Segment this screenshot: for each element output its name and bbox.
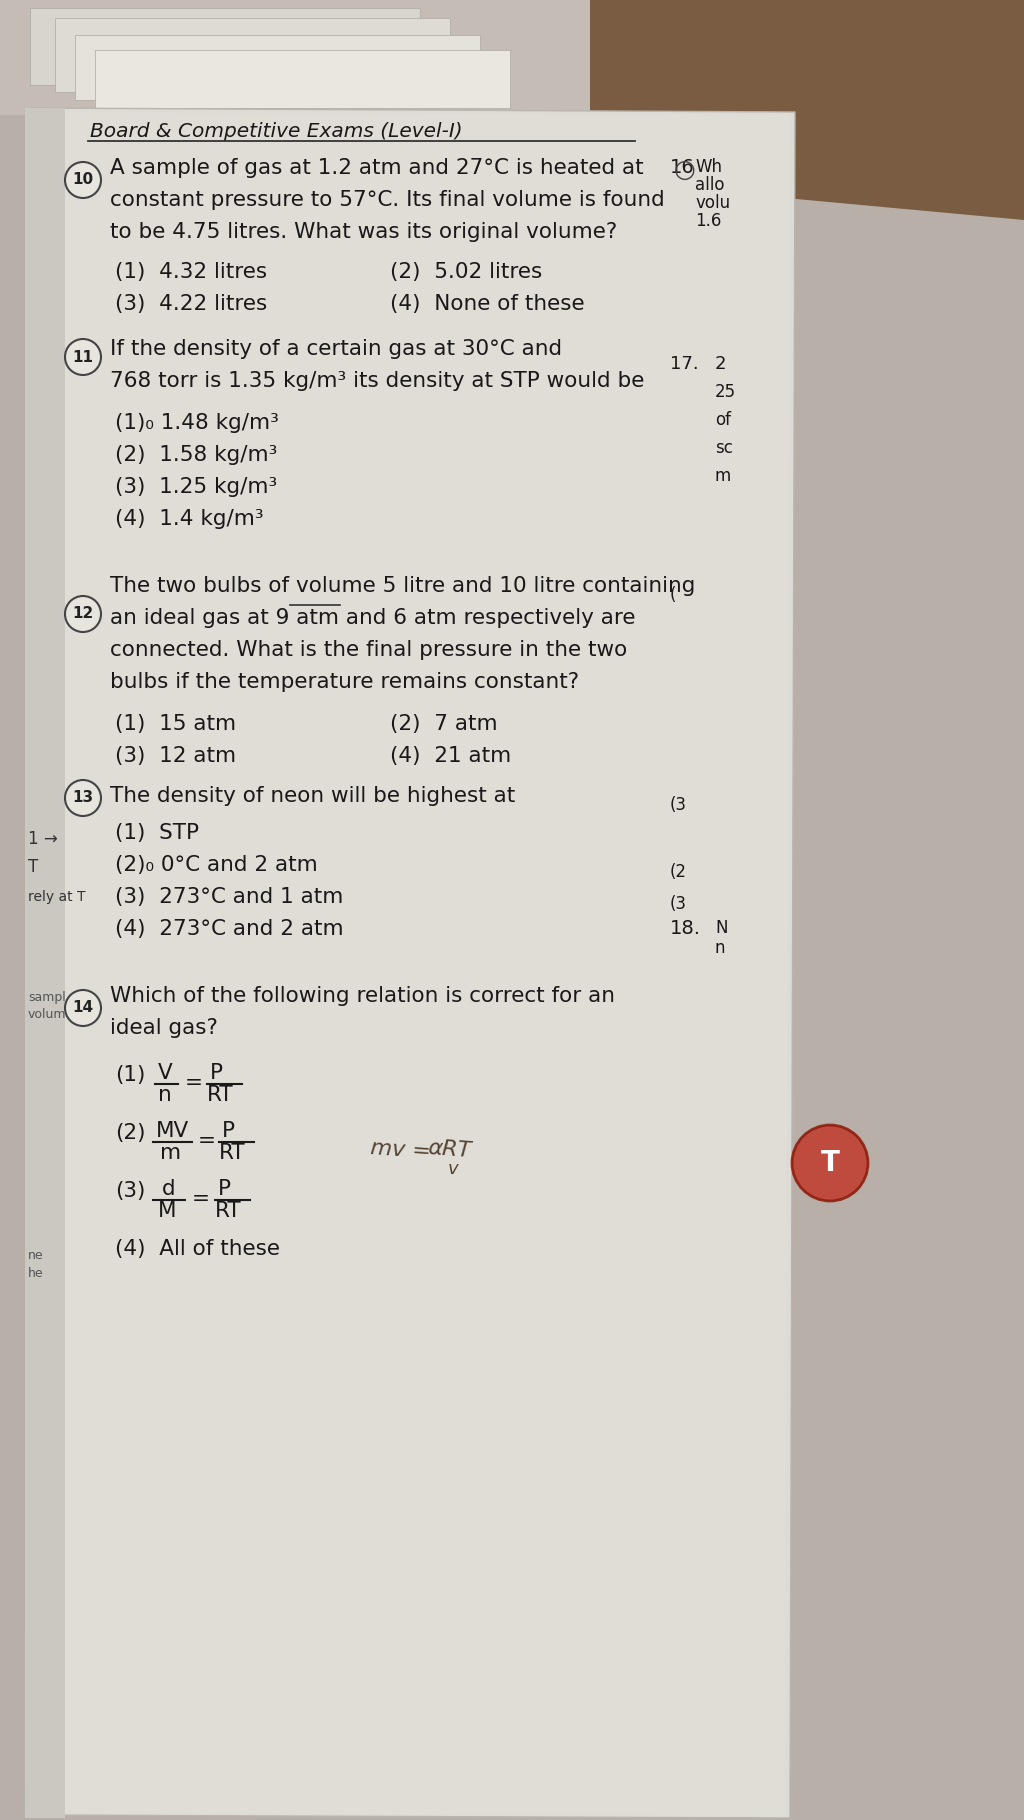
Text: (3: (3 (670, 895, 687, 914)
Circle shape (65, 990, 101, 1026)
Text: (4)  21 atm: (4) 21 atm (390, 746, 511, 766)
Text: (3)  273°C and 1 atm: (3) 273°C and 1 atm (115, 886, 343, 906)
Text: (3: (3 (670, 795, 687, 814)
Text: ○: ○ (674, 158, 696, 182)
Text: P: P (210, 1063, 223, 1083)
Text: sampl: sampl (28, 992, 66, 1005)
Polygon shape (55, 18, 450, 93)
Text: If the density of a certain gas at 30°C and: If the density of a certain gas at 30°C … (110, 339, 562, 359)
Text: n: n (715, 939, 725, 957)
Text: (2: (2 (670, 863, 687, 881)
Text: Which of the following relation is correct for an: Which of the following relation is corre… (110, 986, 615, 1006)
Text: d: d (162, 1179, 176, 1199)
Text: connected. What is the final pressure in the two: connected. What is the final pressure in… (110, 641, 628, 661)
Text: 1 →: 1 → (28, 830, 57, 848)
Text: (2)  7 atm: (2) 7 atm (390, 713, 498, 733)
Text: 11: 11 (73, 349, 93, 364)
Text: MV: MV (156, 1121, 189, 1141)
Circle shape (65, 781, 101, 815)
Text: N: N (715, 919, 727, 937)
Text: 10: 10 (73, 173, 93, 187)
Circle shape (65, 162, 101, 198)
Text: (2)₀ 0°C and 2 atm: (2)₀ 0°C and 2 atm (115, 855, 317, 875)
Text: an ideal gas at 9 atm and 6 atm respectively are: an ideal gas at 9 atm and 6 atm respecti… (110, 608, 636, 628)
Text: T: T (820, 1148, 840, 1178)
Text: allo: allo (695, 177, 725, 195)
Text: 2: 2 (715, 355, 726, 373)
Text: of: of (715, 411, 731, 430)
Text: (4)  1.4 kg/m³: (4) 1.4 kg/m³ (115, 510, 263, 530)
Text: (2): (2) (115, 1123, 145, 1143)
Text: 14: 14 (73, 1001, 93, 1016)
Text: m: m (160, 1143, 181, 1163)
Text: volu: volu (695, 195, 730, 211)
Text: Wh: Wh (695, 158, 722, 177)
Circle shape (792, 1125, 868, 1201)
Text: ne: ne (28, 1249, 44, 1261)
Text: (4)  All of these: (4) All of these (115, 1239, 280, 1259)
Text: P: P (222, 1121, 234, 1141)
Text: T: T (28, 857, 38, 875)
Text: bulbs if the temperature remains constant?: bulbs if the temperature remains constan… (110, 672, 580, 692)
Text: n: n (158, 1085, 172, 1105)
Text: 16: 16 (670, 158, 694, 177)
Text: mv =: mv = (370, 1138, 439, 1163)
Text: v: v (449, 1159, 459, 1178)
Text: volum: volum (28, 1008, 67, 1021)
Text: =: = (193, 1188, 210, 1208)
Circle shape (65, 339, 101, 375)
Text: rely at T: rely at T (28, 890, 85, 905)
Text: (: ( (670, 586, 677, 604)
Text: 12: 12 (73, 606, 93, 621)
Text: RT: RT (219, 1143, 246, 1163)
Text: (2)  5.02 litres: (2) 5.02 litres (390, 262, 543, 282)
Bar (25, 107, 65, 1818)
Text: to be 4.75 litres. What was its original volume?: to be 4.75 litres. What was its original… (110, 222, 617, 242)
Text: (3)  4.22 litres: (3) 4.22 litres (115, 295, 267, 315)
Text: sc: sc (715, 439, 733, 457)
Polygon shape (40, 113, 790, 1816)
Text: V: V (158, 1063, 173, 1083)
Text: =: = (198, 1130, 216, 1150)
Polygon shape (30, 7, 420, 86)
Polygon shape (590, 0, 1024, 220)
Text: A sample of gas at 1.2 atm and 27°C is heated at: A sample of gas at 1.2 atm and 27°C is h… (110, 158, 644, 178)
Text: he: he (28, 1267, 44, 1279)
Text: =: = (185, 1074, 203, 1094)
Text: (1)  4.32 litres: (1) 4.32 litres (115, 262, 267, 282)
Bar (0, 0, 1024, 115)
Circle shape (65, 595, 101, 632)
Text: 1.6: 1.6 (695, 211, 721, 229)
Text: (3)  1.25 kg/m³: (3) 1.25 kg/m³ (115, 477, 278, 497)
Text: (4)  273°C and 2 atm: (4) 273°C and 2 atm (115, 919, 344, 939)
Text: (1)₀ 1.48 kg/m³: (1)₀ 1.48 kg/m³ (115, 413, 279, 433)
Text: (1)  15 atm: (1) 15 atm (115, 713, 237, 733)
Text: RT: RT (215, 1201, 242, 1221)
Text: RT: RT (207, 1085, 233, 1105)
Polygon shape (75, 35, 480, 100)
Text: The two bulbs of volume 5 litre and 10 litre containing: The two bulbs of volume 5 litre and 10 l… (110, 575, 695, 595)
Text: αRT: αRT (427, 1138, 472, 1161)
Text: (1): (1) (115, 1065, 145, 1085)
Text: The density of neon will be highest at: The density of neon will be highest at (110, 786, 515, 806)
Text: constant pressure to 57°C. Its final volume is found: constant pressure to 57°C. Its final vol… (110, 189, 665, 209)
Text: m: m (715, 468, 731, 484)
Text: P: P (218, 1179, 231, 1199)
Text: ideal gas?: ideal gas? (110, 1017, 218, 1037)
Text: (4)  None of these: (4) None of these (390, 295, 585, 315)
Text: Board & Competitive Exams (Level-I): Board & Competitive Exams (Level-I) (90, 122, 463, 140)
Text: (1)  STP: (1) STP (115, 823, 199, 843)
Polygon shape (25, 107, 795, 1818)
Text: (3)  12 atm: (3) 12 atm (115, 746, 237, 766)
Text: 17.: 17. (670, 355, 698, 373)
Text: M: M (158, 1201, 176, 1221)
Text: 25: 25 (715, 382, 736, 400)
Text: 18.: 18. (670, 919, 701, 937)
Text: 13: 13 (73, 790, 93, 806)
Text: (3): (3) (115, 1181, 145, 1201)
Text: 768 torr is 1.35 kg/m³ its density at STP would be: 768 torr is 1.35 kg/m³ its density at ST… (110, 371, 644, 391)
Polygon shape (95, 49, 510, 107)
Text: (2)  1.58 kg/m³: (2) 1.58 kg/m³ (115, 446, 278, 464)
